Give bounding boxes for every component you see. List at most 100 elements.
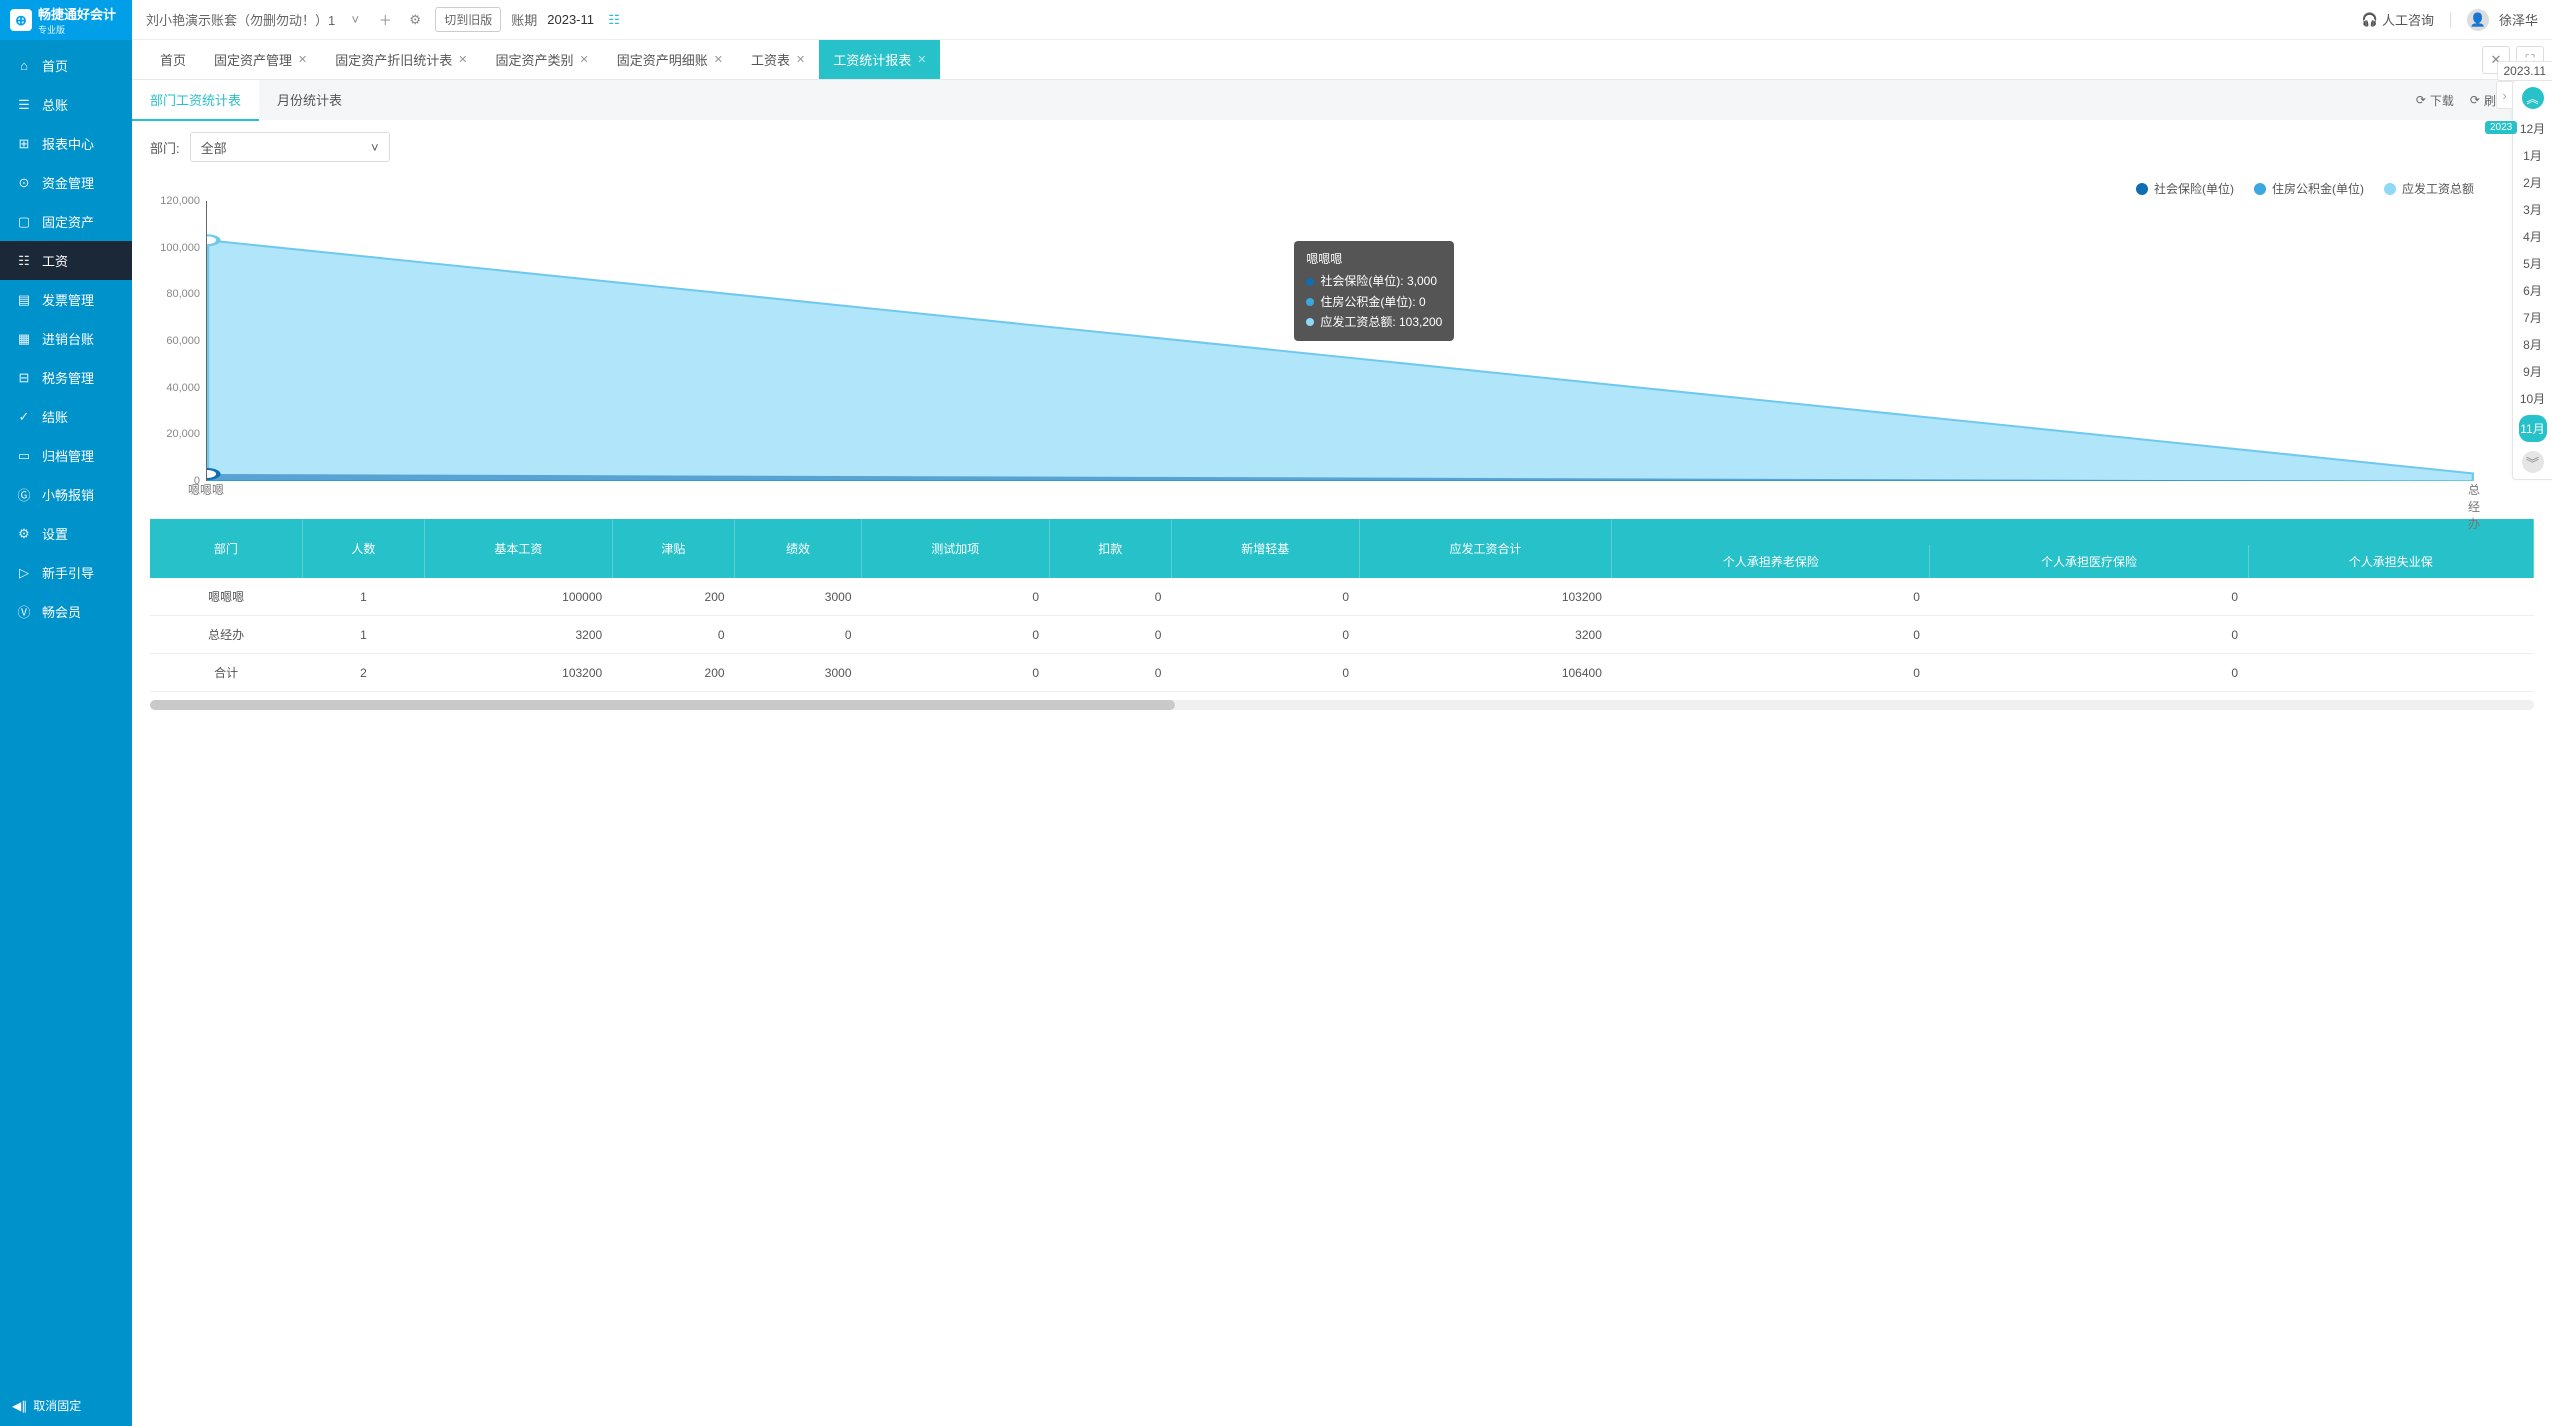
nav-label: 发票管理: [42, 290, 94, 309]
table: 部门人数基本工资津贴绩效测试加项扣款新增轻基应发工资合计 个人承担养老保险个人承…: [150, 519, 2534, 692]
horizontal-scrollbar[interactable]: [150, 700, 2534, 710]
rail-month[interactable]: 11月: [2519, 415, 2547, 442]
main: 刘小艳演示账套（勿删勿动！）1 ˅ ＋ ⚙ 切到旧版 账期 2023-11 ☷ …: [132, 0, 2552, 1426]
nav-icon: ▢: [16, 214, 32, 230]
chart-legend: 社会保险(单位) 住房公积金(单位) 应发工资总额: [150, 174, 2534, 197]
table-row: 嗯嗯嗯 1 100000 200 3000 0 0 0 103200 0 0: [150, 578, 2534, 616]
y-tick: 100,000: [160, 242, 200, 254]
customer-service-label: 人工咨询: [2382, 10, 2434, 29]
gear-icon[interactable]: ⚙: [405, 10, 425, 30]
sidebar-item[interactable]: ▤ 发票管理: [0, 280, 132, 319]
page-tab[interactable]: 固定资产明细账 ✕: [603, 40, 737, 79]
page-tab[interactable]: 固定资产折旧统计表✕: [321, 40, 481, 79]
page-tab[interactable]: 工资表 ✕: [737, 40, 819, 79]
sidebar-item[interactable]: ⊙资金管理: [0, 163, 132, 202]
switch-old-button[interactable]: 切到旧版: [435, 7, 501, 32]
close-icon[interactable]: ✕: [917, 53, 926, 66]
username[interactable]: 徐泽华: [2499, 10, 2538, 29]
content: 部门工资统计表月份统计表 ⟳ 下载 ⟳ 刷新 部门: 全部 ˅: [132, 80, 2552, 1426]
divider: [2450, 12, 2451, 28]
legend-item[interactable]: 住房公积金(单位): [2254, 180, 2364, 197]
page-tab[interactable]: 工资统计报表✕: [819, 40, 940, 79]
scrollbar-thumb[interactable]: [150, 700, 1175, 710]
tab-label: 固定资产明细账: [617, 50, 708, 69]
sidebar-item[interactable]: ⊟税务管理: [0, 358, 132, 397]
sidebar-item[interactable]: ⌂首页: [0, 46, 132, 85]
rail-month[interactable]: 3月: [2513, 196, 2552, 223]
download-icon: ⟳: [2416, 93, 2426, 107]
account-dropdown-icon[interactable]: ˅: [345, 10, 365, 30]
rail-collapse-button[interactable]: ›: [2496, 81, 2512, 109]
nav-icon: Ⓥ: [16, 604, 32, 620]
nav-icon: ☰: [16, 97, 32, 113]
sidebar-item[interactable]: ☰总账: [0, 85, 132, 124]
rail-down-button[interactable]: ︾: [2522, 451, 2544, 473]
rail-month[interactable]: 7月: [2513, 304, 2552, 331]
nav-label: 税务管理: [42, 368, 94, 387]
nav-icon: ⚙: [16, 526, 32, 542]
legend-label: 社会保险(单位): [2154, 180, 2234, 197]
download-button[interactable]: ⟳ 下载: [2416, 92, 2454, 109]
close-icon[interactable]: ✕: [580, 53, 589, 66]
topbar: 刘小艳演示账套（勿删勿动！）1 ˅ ＋ ⚙ 切到旧版 账期 2023-11 ☷ …: [132, 0, 2552, 40]
rail-month[interactable]: 10月: [2513, 385, 2552, 412]
x-tick: 总经办: [2468, 481, 2480, 532]
sidebar-item[interactable]: ▭归档管理: [0, 436, 132, 475]
rail-month[interactable]: 8月: [2513, 331, 2552, 358]
unpin-sidebar[interactable]: ◀∥ 取消固定: [0, 1385, 132, 1426]
calendar-icon[interactable]: ☷: [604, 10, 624, 30]
add-account-icon[interactable]: ＋: [375, 10, 395, 30]
nav-label: 固定资产: [42, 212, 94, 231]
page-tab[interactable]: 首页: [146, 40, 200, 79]
close-icon[interactable]: ✕: [458, 53, 467, 66]
y-tick: 80,000: [166, 288, 200, 300]
nav-label: 进销台账: [42, 329, 94, 348]
avatar[interactable]: 👤: [2467, 9, 2489, 31]
nav-icon: ▦: [16, 331, 32, 347]
rail-up-button[interactable]: ︽: [2522, 87, 2544, 109]
sidebar-item[interactable]: ☷工资: [0, 241, 132, 280]
nav-icon: ▤: [16, 292, 32, 308]
rail-month[interactable]: 4月: [2513, 223, 2552, 250]
nav: ⌂首页☰总账⊞报表中心⊙资金管理▢固定资产☷工资▤发票管理▦进销台账⊟税务管理✓…: [0, 40, 132, 1385]
rail-month[interactable]: 12月: [2513, 115, 2552, 142]
close-icon[interactable]: ✕: [796, 53, 805, 66]
chart-tooltip: 嗯嗯嗯社会保险(单位): 3,000住房公积金(单位): 0应发工资总额: 10…: [1294, 241, 1454, 341]
rail-date: 2023.11: [2497, 61, 2552, 81]
sidebar-item[interactable]: ⚙设置: [0, 514, 132, 553]
page-tab[interactable]: 固定资产管理✕: [200, 40, 321, 79]
subtab[interactable]: 部门工资统计表: [132, 80, 259, 121]
legend-item[interactable]: 应发工资总额: [2384, 180, 2474, 197]
sidebar-item[interactable]: ▢ 固定资产: [0, 202, 132, 241]
close-icon[interactable]: ✕: [298, 53, 307, 66]
legend-item[interactable]: 社会保险(单位): [2136, 180, 2234, 197]
sidebar-item[interactable]: Ⓖ小畅报销: [0, 475, 132, 514]
sidebar-item[interactable]: ⊞报表中心: [0, 124, 132, 163]
subtab[interactable]: 月份统计表: [259, 80, 360, 121]
nav-label: 首页: [42, 56, 68, 75]
sidebar-item[interactable]: ▦ 进销台账: [0, 319, 132, 358]
customer-service-button[interactable]: 🎧 人工咨询: [2362, 10, 2434, 29]
dept-select[interactable]: 全部 ˅: [190, 132, 390, 162]
rail-month[interactable]: 2月: [2513, 169, 2552, 196]
subtabs: 部门工资统计表月份统计表 ⟳ 下载 ⟳ 刷新: [132, 80, 2552, 120]
rail-month[interactable]: 6月: [2513, 277, 2552, 304]
page-tab[interactable]: 固定资产类别✕: [481, 40, 602, 79]
y-tick: 40,000: [166, 382, 200, 394]
y-tick: 60,000: [166, 335, 200, 347]
account-name[interactable]: 刘小艳演示账套（勿删勿动！）1: [146, 10, 335, 29]
nav-icon: ▭: [16, 448, 32, 464]
sidebar-item[interactable]: ▷新手引导: [0, 553, 132, 592]
headset-icon: 🎧: [2362, 12, 2378, 28]
chart: 社会保险(单位)住房公积金(单位)应发工资总额 020,00040,00060,…: [132, 170, 2552, 501]
nav-icon: ✓: [16, 409, 32, 425]
refresh-icon: ⟳: [2470, 93, 2480, 107]
close-icon[interactable]: ✕: [714, 53, 723, 66]
rail-month[interactable]: 1月: [2513, 142, 2552, 169]
rail-month[interactable]: 9月: [2513, 358, 2552, 385]
period-value[interactable]: 2023-11: [547, 12, 594, 27]
sidebar-item[interactable]: ✓结账: [0, 397, 132, 436]
rail-month[interactable]: 5月: [2513, 250, 2552, 277]
sidebar-item[interactable]: Ⓥ畅会员: [0, 592, 132, 631]
tab-label: 工资表: [751, 50, 790, 69]
